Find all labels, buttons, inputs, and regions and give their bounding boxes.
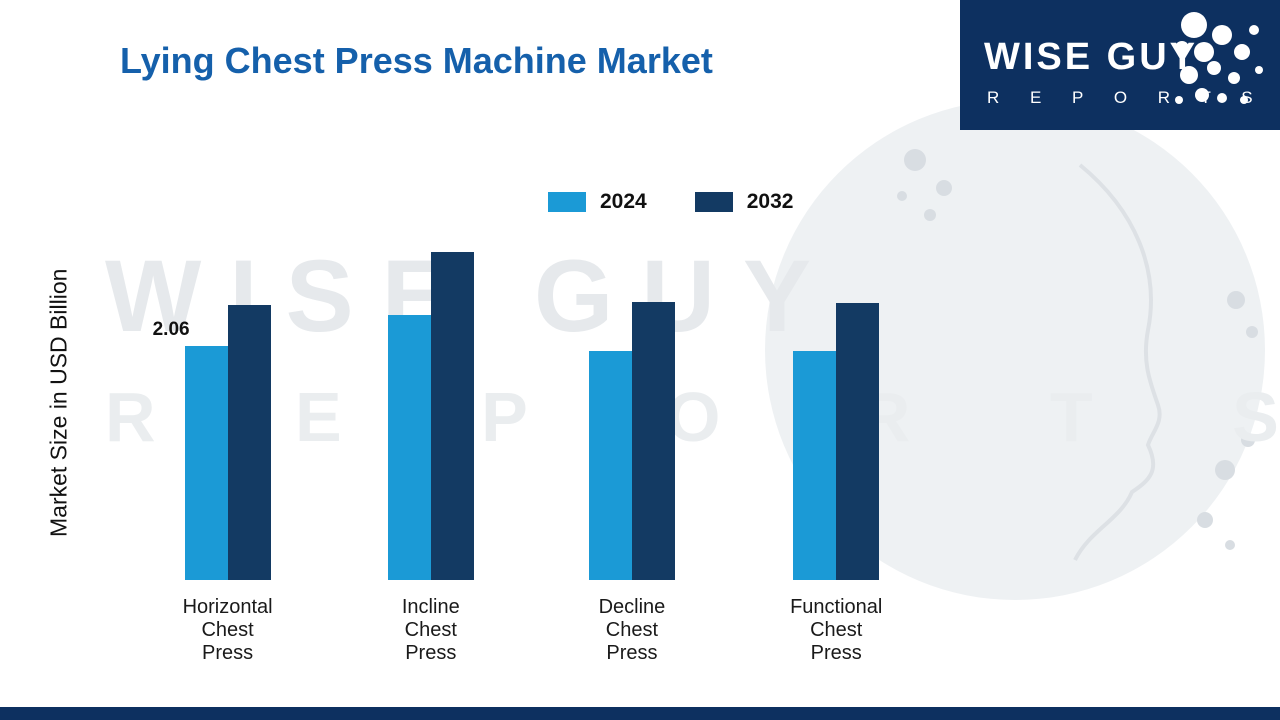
legend-label-2024: 2024 bbox=[600, 190, 647, 213]
legend-swatch-2024 bbox=[548, 192, 586, 212]
page-title: Lying Chest Press Machine Market bbox=[120, 40, 713, 81]
bar-2024-functional-chest-press bbox=[793, 351, 837, 580]
logo-wordmark: WISE GUY bbox=[984, 36, 1199, 78]
bar-2032-functional-chest-press bbox=[836, 303, 880, 580]
bar-2024-incline-chest-press bbox=[387, 315, 431, 580]
bar-2032-decline-chest-press bbox=[631, 302, 675, 580]
category-label-incline-chest-press: Incline Chest Press bbox=[401, 596, 460, 664]
bar-group-functional-chest-press: Functional Chest Press bbox=[790, 228, 882, 665]
wiseguy-logo: WISE GUY R E P O R T S bbox=[960, 0, 1280, 130]
bar-group-horizontal-chest-press: 2.06 Horizontal Chest Press bbox=[153, 228, 273, 665]
footer-bar bbox=[0, 707, 1280, 720]
bar-2024-horizontal-chest-press: 2.06 bbox=[153, 319, 228, 580]
y-axis-label: Market Size in USD Billion bbox=[45, 268, 72, 537]
legend-item-2024: 2024 bbox=[548, 190, 647, 214]
bar-chart: 2.06 Horizontal Chest Press Incline Chest Pres… bbox=[125, 228, 940, 665]
logo-dotted-face-icon bbox=[1175, 12, 1263, 104]
legend-swatch-2032 bbox=[694, 192, 733, 212]
logo-subtext: R E P O R T S bbox=[987, 88, 1266, 107]
legend-item-2032: 2032 bbox=[694, 190, 794, 214]
category-label-functional-chest-press: Functional Chest Press bbox=[790, 596, 883, 664]
bar-2024-decline-chest-press bbox=[588, 351, 632, 580]
category-label-horizontal-chest-press: Horizontal Chest Press bbox=[182, 596, 273, 664]
bar-2032-incline-chest-press bbox=[430, 252, 474, 580]
bar-group-incline-chest-press: Incline Chest Press bbox=[387, 228, 474, 665]
legend-label-2032: 2032 bbox=[746, 190, 794, 213]
data-label: 2.06 bbox=[152, 319, 190, 340]
bar-2032-horizontal-chest-press bbox=[227, 305, 271, 580]
bar-group-decline-chest-press: Decline Chest Press bbox=[588, 228, 675, 665]
chart-legend: 2024 2032 bbox=[548, 190, 793, 214]
category-label-decline-chest-press: Decline Chest Press bbox=[598, 596, 666, 664]
